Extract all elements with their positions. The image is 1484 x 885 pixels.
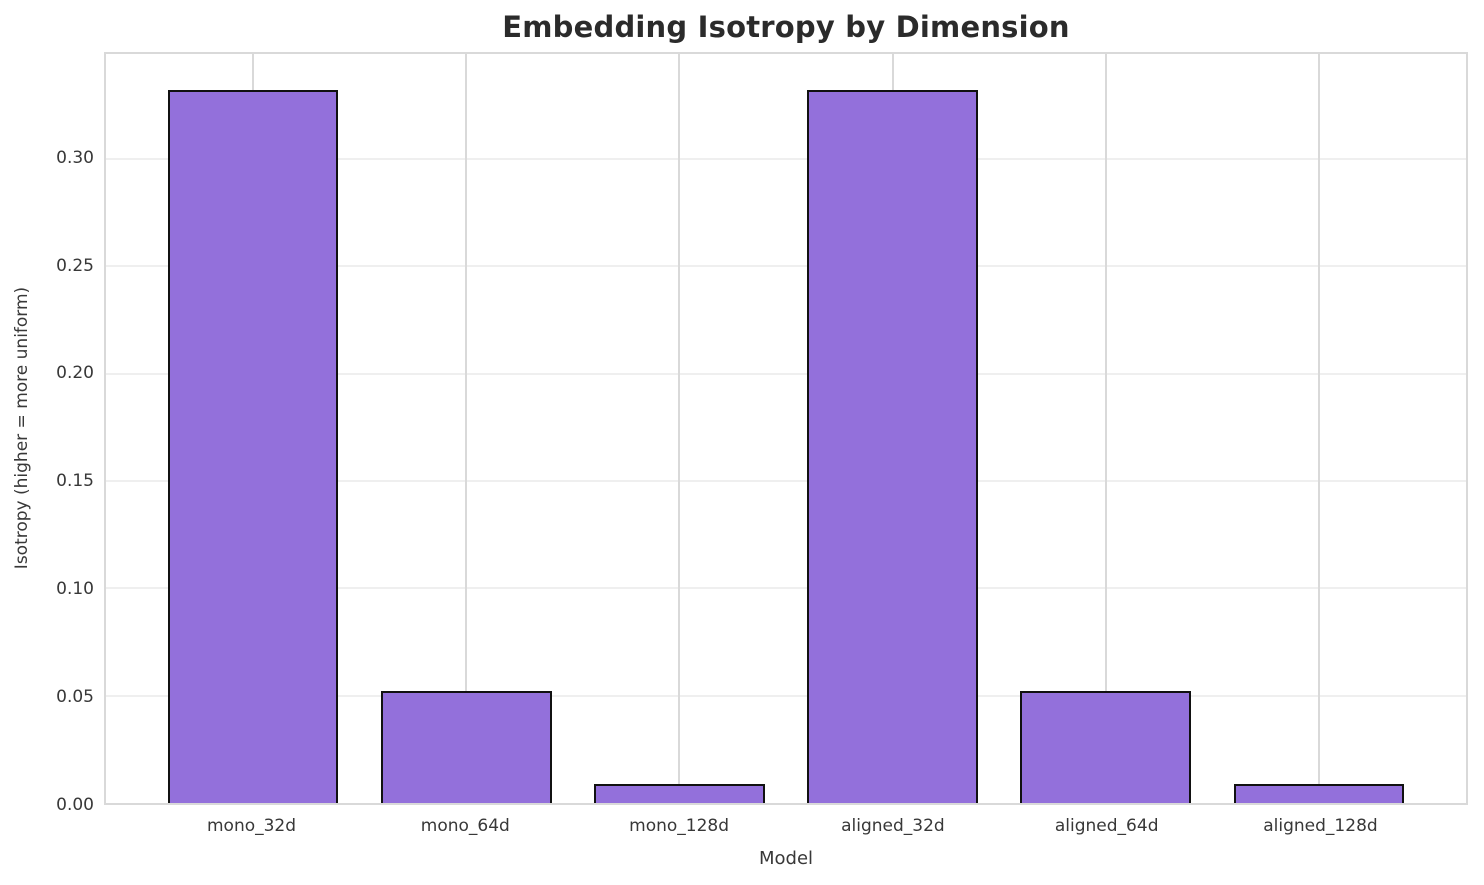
y-tick-label: 0.20 bbox=[56, 363, 94, 384]
x-tick-label: mono_32d bbox=[206, 816, 297, 836]
y-gridline bbox=[106, 265, 1466, 268]
x-gridline bbox=[1317, 54, 1320, 803]
chart-title: Embedding Isotropy by Dimension bbox=[502, 10, 1070, 44]
y-axis-tick-labels: 0.00 0.05 0.10 0.15 0.20 0.25 0.30 bbox=[0, 52, 94, 815]
x-tick-label: aligned_64d bbox=[1054, 816, 1159, 836]
y-gridline bbox=[106, 587, 1466, 590]
y-gridline bbox=[106, 372, 1466, 375]
y-gridline bbox=[106, 480, 1466, 483]
y-gridline bbox=[106, 158, 1466, 161]
x-gridline bbox=[678, 54, 681, 803]
y-tick-label: 0.00 bbox=[56, 795, 94, 815]
y-tick-label: 0.25 bbox=[56, 255, 94, 276]
x-axis-label: Model bbox=[758, 848, 814, 869]
bar-mono_32d bbox=[167, 90, 339, 803]
plot-area bbox=[104, 52, 1468, 805]
x-tick-label: aligned_32d bbox=[841, 816, 945, 836]
y-tick-label: 0.05 bbox=[56, 687, 94, 708]
bar-aligned_32d bbox=[807, 90, 978, 803]
x-tick-label: mono_128d bbox=[629, 816, 730, 836]
bar-aligned_64d bbox=[1020, 691, 1191, 803]
bar-mono_64d bbox=[380, 691, 552, 803]
y-tick-label: 0.10 bbox=[56, 579, 94, 600]
x-gridline bbox=[465, 54, 468, 803]
x-tick-label: aligned_128d bbox=[1263, 816, 1378, 836]
bar-mono_128d bbox=[594, 783, 765, 803]
x-gridline bbox=[1104, 54, 1107, 803]
y-tick-label: 0.30 bbox=[56, 147, 94, 168]
y-tick-label: 0.15 bbox=[56, 471, 94, 492]
y-gridline bbox=[106, 694, 1466, 697]
bar-aligned_128d bbox=[1233, 783, 1405, 803]
x-tick-label: mono_64d bbox=[420, 816, 510, 836]
x-axis-tick-labels: mono_32d mono_64d mono_128d aligned_32d alig… bbox=[104, 816, 1468, 842]
